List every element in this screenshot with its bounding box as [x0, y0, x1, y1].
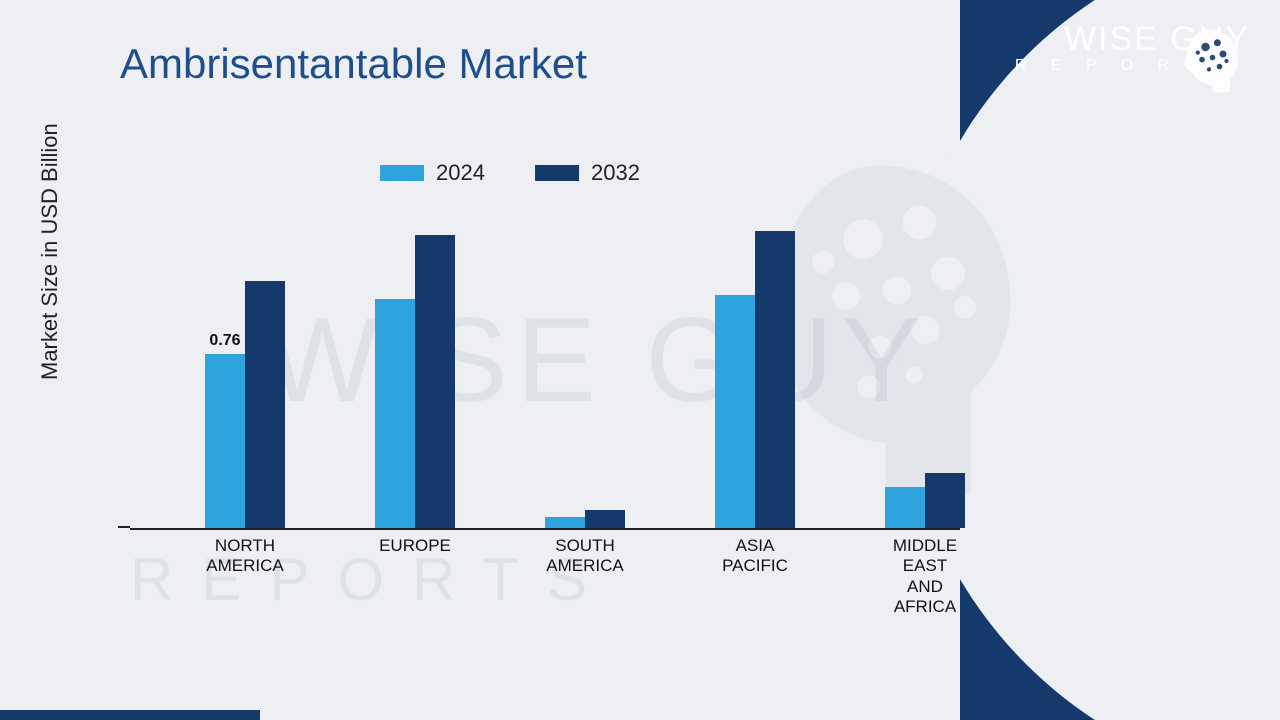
x-axis-label: SOUTH AMERICA — [515, 536, 655, 577]
y-tick — [118, 526, 130, 528]
legend-label-2024: 2024 — [436, 160, 485, 186]
page-title: Ambrisentantable Market — [120, 40, 587, 88]
bar-group: 0.76NORTH AMERICA — [190, 281, 300, 528]
bar-group: EUROPE — [360, 235, 470, 528]
bar-value-label: 0.76 — [205, 332, 245, 350]
legend-swatch-2024 — [380, 165, 424, 181]
bottom-accent — [0, 710, 260, 720]
bar-2024 — [885, 487, 925, 528]
bar-2032 — [585, 510, 625, 528]
bar-group: SOUTH AMERICA — [530, 510, 640, 528]
bar-2032 — [755, 231, 795, 528]
bar-2032 — [415, 235, 455, 528]
plot-area: 0.76NORTH AMERICA EUROPE SOUTH AMERICA ASIA… — [130, 210, 960, 530]
bar-2024 — [715, 295, 755, 528]
brand-logo: WISE GUY R E P O R T S — [1015, 20, 1250, 75]
x-axis-label: ASIA PACIFIC — [685, 536, 825, 577]
logo-head-icon — [1174, 26, 1244, 96]
bar-2032 — [245, 281, 285, 528]
bar-2024 — [205, 354, 245, 528]
bar-group: MIDDLE EAST AND AFRICA — [870, 473, 980, 528]
legend: 2024 2032 — [380, 160, 640, 186]
chart-area: Market Size in USD Billion 2024 2032 0.7… — [60, 150, 960, 610]
bar-2024 — [375, 299, 415, 528]
x-axis-label: MIDDLE EAST AND AFRICA — [855, 536, 995, 618]
page: WISE GUY R E P O R T S Ambrisentantable … — [0, 0, 1280, 720]
x-axis-label: NORTH AMERICA — [175, 536, 315, 577]
legend-item-2024: 2024 — [380, 160, 485, 186]
bar-2024 — [545, 517, 585, 528]
x-axis-label: EUROPE — [345, 536, 485, 556]
legend-label-2032: 2032 — [591, 160, 640, 186]
bar-2032 — [925, 473, 965, 528]
legend-swatch-2032 — [535, 165, 579, 181]
y-axis-label: Market Size in USD Billion — [37, 123, 63, 380]
legend-item-2032: 2032 — [535, 160, 640, 186]
bar-group: ASIA PACIFIC — [700, 231, 810, 528]
